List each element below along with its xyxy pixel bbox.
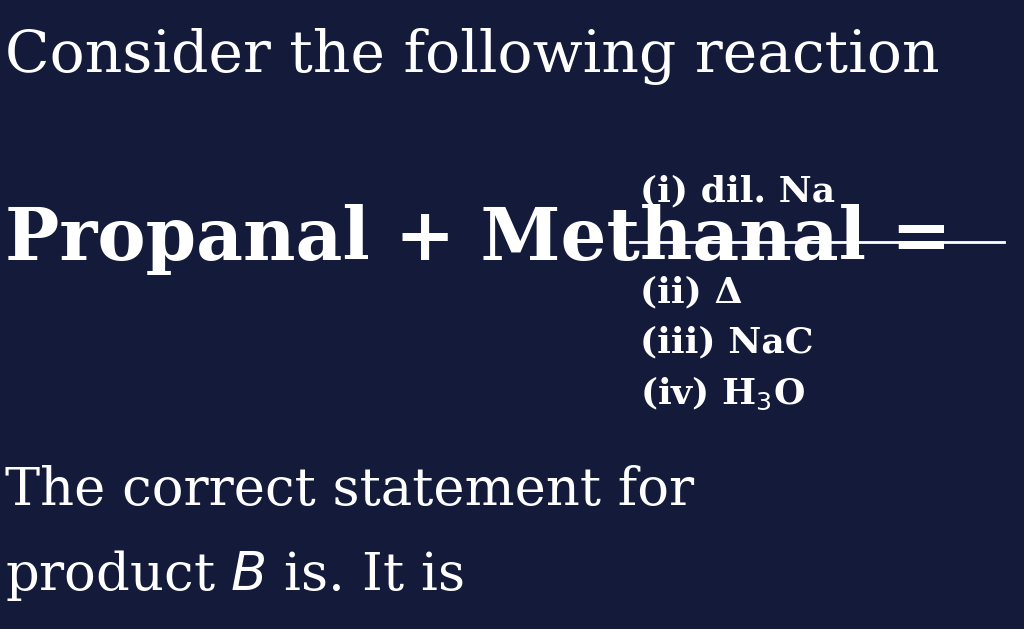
Text: Propanal + Methanal =: Propanal + Methanal = bbox=[5, 204, 951, 274]
Text: (ii) Δ: (ii) Δ bbox=[640, 276, 742, 309]
Text: product $\mathit{B}$ is. It is: product $\mathit{B}$ is. It is bbox=[5, 548, 464, 603]
Text: Consider the following reaction: Consider the following reaction bbox=[5, 28, 940, 85]
Text: (iv) H$_3$O: (iv) H$_3$O bbox=[640, 374, 805, 412]
Text: The correct statement for: The correct statement for bbox=[5, 465, 694, 516]
Text: (iii) NaC: (iii) NaC bbox=[640, 326, 813, 360]
Text: (i) dil. Na: (i) dil. Na bbox=[640, 175, 836, 209]
